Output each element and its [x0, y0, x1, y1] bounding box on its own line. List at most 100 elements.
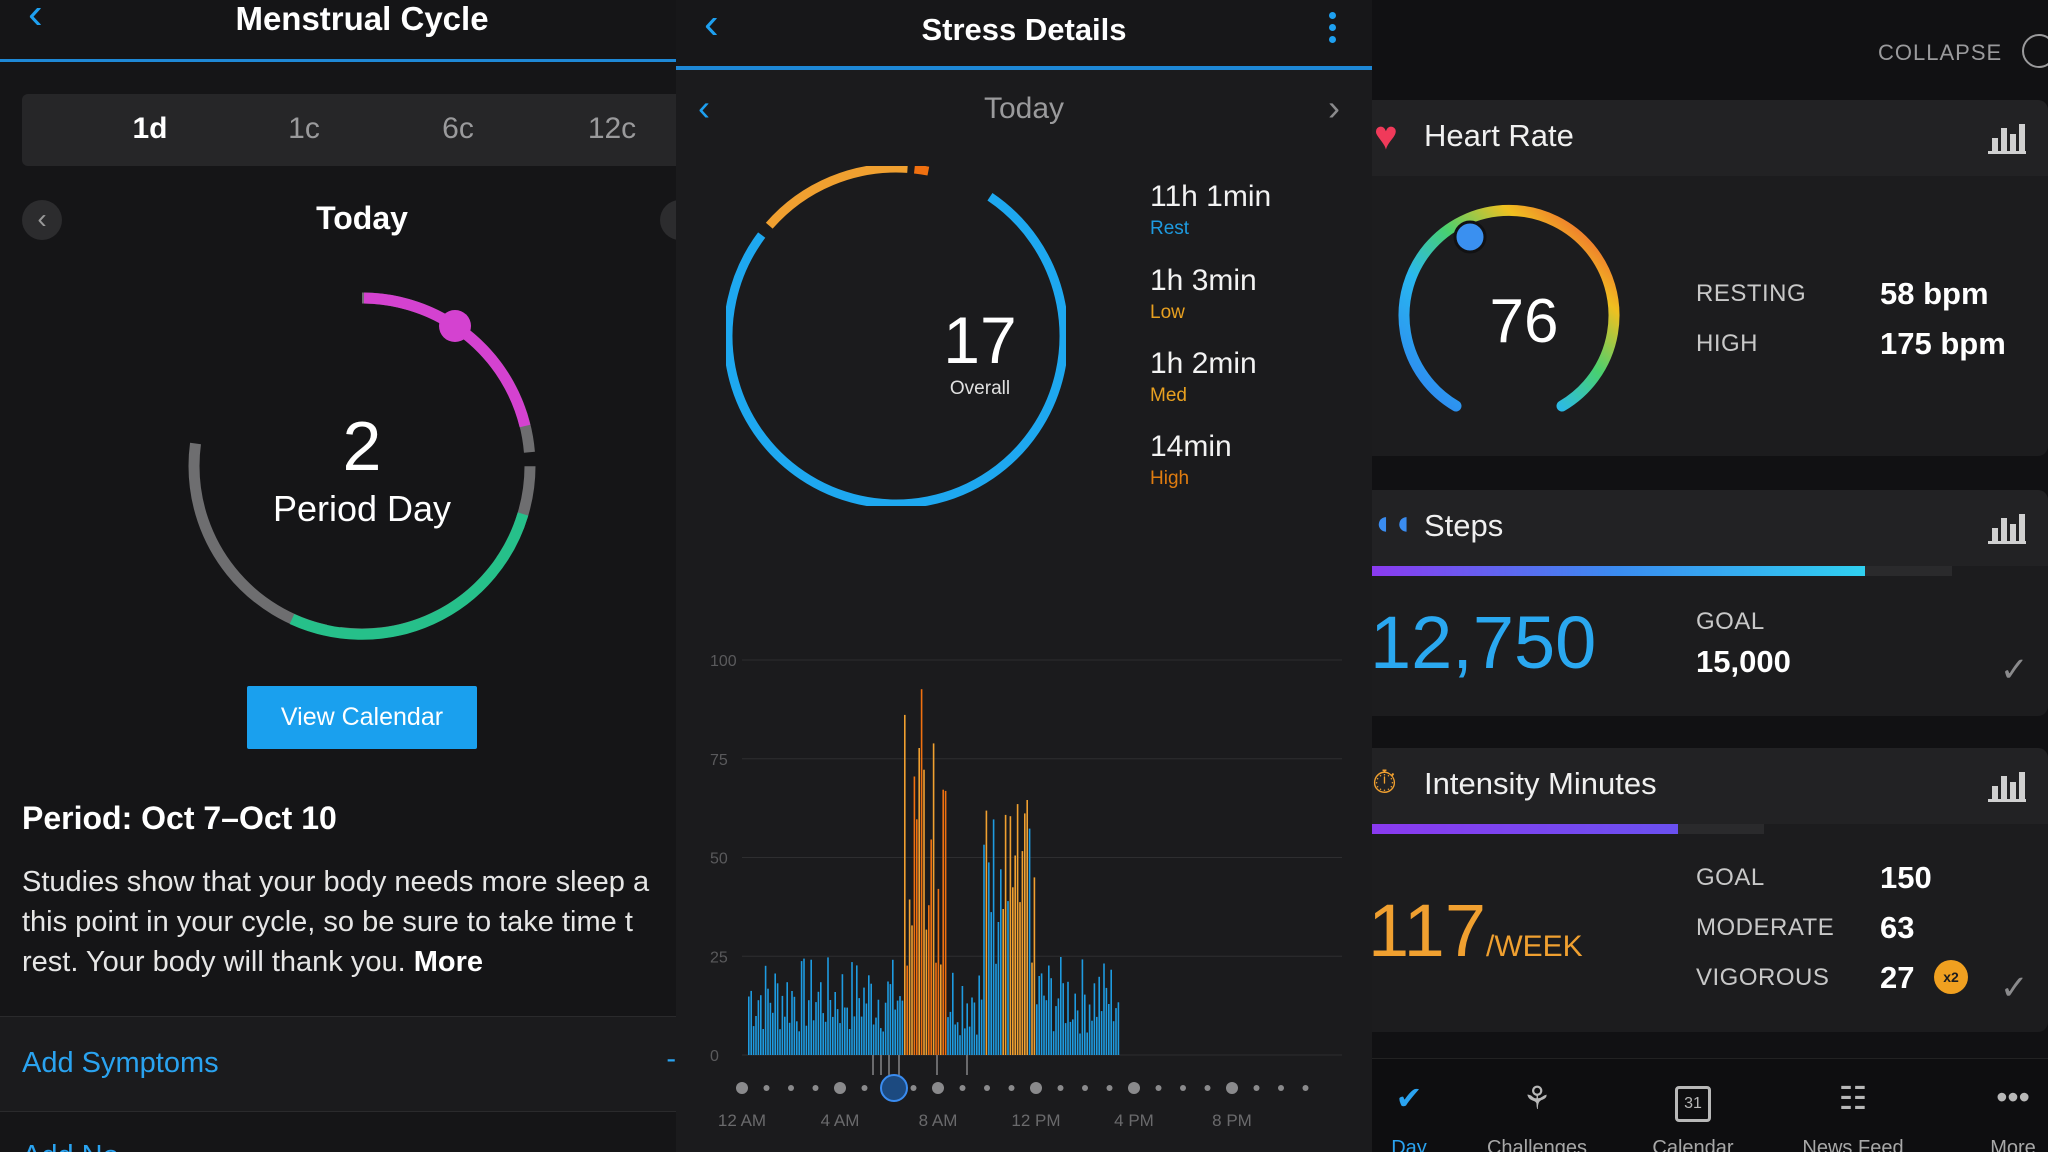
stress-bar	[803, 958, 805, 1055]
timeline-dot	[1180, 1085, 1186, 1091]
stress-bar	[1028, 828, 1031, 1055]
prev-day-button[interactable]: ‹	[22, 200, 62, 240]
stress-bar	[985, 810, 988, 1055]
date-label: Today	[316, 200, 408, 236]
page-title: Menstrual Cycle	[235, 0, 489, 37]
stress-bar	[841, 974, 844, 1055]
stress-bar	[928, 905, 930, 1055]
stress-bar	[1072, 1019, 1074, 1055]
stress-bar	[901, 1000, 904, 1055]
tab-news-feed[interactable]: ☷ News Feed	[1778, 1059, 1928, 1152]
stress-bar	[937, 888, 940, 1055]
timeline-dot	[1030, 1082, 1042, 1094]
y-tick-label: 0	[710, 1048, 719, 1065]
stress-bar	[930, 839, 932, 1055]
timeline-dot	[1008, 1085, 1015, 1091]
y-tick-label: 50	[710, 851, 728, 868]
stress-bar	[932, 743, 935, 1055]
stress-bar	[791, 991, 793, 1055]
stress-bar	[1007, 901, 1009, 1055]
stress-bar	[752, 1026, 755, 1055]
period-heading: Period: Oct 7–Oct 10	[22, 800, 337, 836]
level-low-name: Low	[1150, 302, 1185, 323]
intensity-minutes-card[interactable]: ⏱ Intensity Minutes 117/WEEK GOAL 150 MO…	[1372, 748, 2048, 1032]
stress-bar	[916, 819, 918, 1055]
tab-calendar[interactable]: 31 Calendar	[1618, 1059, 1768, 1152]
back-chevron-icon[interactable]: ‹	[704, 0, 719, 48]
footsteps-icon: ◖◖	[1372, 504, 1414, 542]
stress-bar	[1093, 983, 1096, 1055]
stress-bar	[750, 990, 752, 1055]
stress-bar	[1091, 1020, 1093, 1055]
stress-bar	[865, 1003, 868, 1055]
page-title: Stress Details	[921, 12, 1127, 47]
stress-bar	[990, 912, 992, 1055]
stress-bar	[776, 983, 779, 1055]
stress-bar	[911, 925, 913, 1055]
view-calendar-button[interactable]: View Calendar	[247, 686, 477, 749]
steps-goal-label: GOAL	[1696, 608, 1765, 635]
add-notes-partial[interactable]: Add No	[22, 1140, 119, 1152]
timeline-dot	[1155, 1085, 1162, 1091]
tab-day[interactable]: ✔ Day	[1372, 1059, 1484, 1152]
tab-6c[interactable]: 6c	[442, 112, 474, 145]
more-link[interactable]: More	[413, 946, 484, 978]
next-day-button[interactable]: ›	[660, 200, 676, 240]
stress-bar	[1009, 816, 1012, 1055]
level-rest: 11h 1min Rest	[1150, 180, 1271, 240]
expand-icon: -	[666, 1043, 676, 1075]
bar-chart-icon[interactable]	[1988, 510, 2026, 544]
prev-day-icon[interactable]: ‹	[698, 87, 710, 128]
tab-1d[interactable]: 1d	[132, 112, 168, 145]
x-tick-label: 8 PM	[1212, 1111, 1252, 1130]
stress-bar	[976, 1034, 978, 1055]
timeline-dot	[1302, 1085, 1309, 1091]
stress-bar	[968, 1026, 971, 1055]
goal-check-icon: ✓	[2000, 651, 2029, 689]
stress-bar	[1062, 983, 1064, 1055]
stress-bar	[978, 975, 980, 1055]
stress-bar	[1036, 1004, 1038, 1055]
tab-12c[interactable]: 12c	[587, 112, 637, 145]
stress-bar	[1024, 813, 1026, 1055]
stopwatch-icon: ⏱	[1372, 764, 1397, 800]
bar-chart-icon[interactable]	[1988, 120, 2026, 154]
bar-chart-icon[interactable]	[1988, 768, 2026, 802]
stress-bar	[1112, 1021, 1115, 1055]
steps-progress-track	[1372, 566, 1952, 576]
add-symptoms-row[interactable]: Add Symptoms -	[0, 1016, 676, 1112]
current-hr-value: 76	[1489, 287, 1559, 356]
back-chevron-icon[interactable]: ‹	[28, 0, 43, 38]
activity-marker	[888, 1055, 890, 1075]
tab-1c[interactable]: 1c	[288, 112, 320, 145]
stress-header: ‹ Stress Details	[676, 0, 1372, 70]
heart-rate-card[interactable]: ♥ Heart Rate 76 RESTING 58 bpm HIGH	[1372, 100, 2048, 456]
moderate-label: MODERATE	[1696, 914, 1835, 941]
steps-header: ◖◖ Steps	[1372, 490, 2048, 566]
timeline-dot	[1128, 1082, 1140, 1094]
stress-bar	[1096, 1016, 1098, 1055]
range-segmented-control: 1d 1c 6c 12c	[22, 94, 676, 166]
stress-bar	[815, 1002, 817, 1055]
stress-bar	[880, 1028, 882, 1055]
next-day-icon[interactable]: ›	[1328, 87, 1340, 128]
stress-bar	[772, 1012, 774, 1055]
level-med-name: Med	[1150, 385, 1187, 406]
level-high: 14min High	[1150, 430, 1232, 490]
stress-bar	[1100, 1011, 1103, 1055]
stress-bar	[892, 959, 894, 1055]
tab-challenges[interactable]: ⚘ Challenges	[1462, 1059, 1612, 1152]
stress-bar	[810, 959, 812, 1055]
collapse-icon[interactable]	[2022, 34, 2048, 68]
more-menu-icon[interactable]	[1325, 8, 1339, 48]
stress-bar	[762, 1029, 764, 1055]
tab-more[interactable]: ••• More	[1938, 1059, 2048, 1152]
stress-bar	[1081, 959, 1084, 1055]
stress-bar	[798, 1031, 800, 1055]
collapse-button[interactable]: COLLAPSE	[1878, 40, 2003, 65]
stress-bar	[1021, 851, 1024, 1055]
tab-calendar-label: Calendar	[1652, 1137, 1734, 1152]
steps-card[interactable]: ◖◖ Steps 12,750 GOAL 15,000 ✓	[1372, 490, 2048, 716]
stress-bar	[1050, 978, 1052, 1055]
activity-marker	[872, 1055, 874, 1075]
